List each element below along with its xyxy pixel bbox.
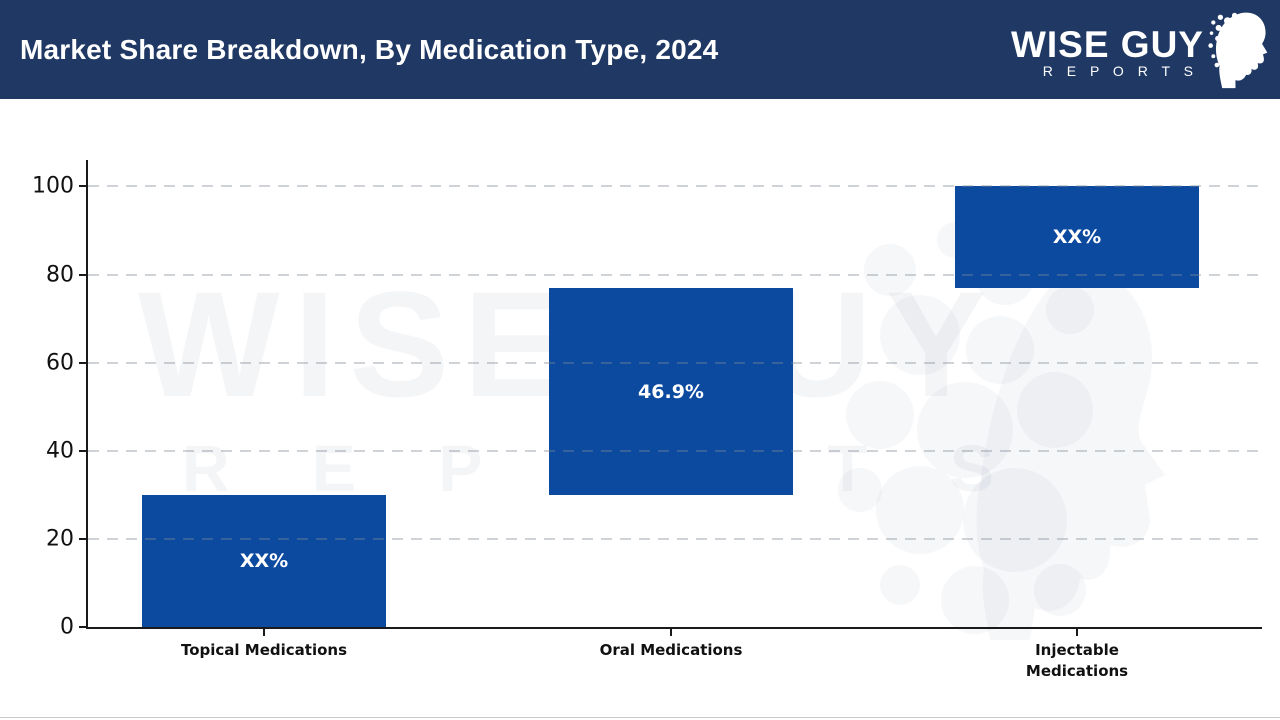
y-tick (79, 537, 86, 540)
x-category-label: Oral Medications (599, 641, 743, 659)
gridline (88, 273, 1258, 276)
gridline (88, 537, 1258, 540)
wiseguy-face-icon (1208, 12, 1268, 89)
y-tick-label: 80 (46, 262, 74, 288)
watermark-face-icon (838, 222, 1165, 640)
bar-value-label: XX% (1052, 226, 1102, 249)
x-tick (1076, 629, 1078, 636)
y-tick (79, 626, 86, 628)
x-category-label: Injectable Medications (1025, 641, 1129, 680)
page-title: Market Share Breakdown, By Medication Ty… (20, 34, 719, 65)
gridline (88, 185, 1258, 188)
y-tick (79, 449, 86, 452)
x-tick (263, 629, 265, 636)
y-axis-line (86, 160, 88, 629)
logo-subtitle: R E P O R T S (1042, 63, 1198, 79)
bar-value-label: 46.9% (638, 380, 704, 403)
wiseguy-logo: WISE GUY R E P O R T S (1011, 0, 1272, 99)
x-tick (670, 629, 672, 636)
y-tick-label: 40 (46, 438, 74, 464)
y-tick-label: 100 (32, 173, 74, 199)
bar (142, 494, 386, 627)
logo-wordmark: WISE GUY (1010, 24, 1204, 65)
bar (549, 288, 793, 495)
y-tick (79, 185, 86, 188)
y-tick (79, 273, 86, 276)
y-tick-label: 20 (46, 526, 74, 552)
bottom-divider (0, 717, 1280, 718)
x-category-label: Topical Medications (180, 641, 348, 659)
bar-value-label: XX% (239, 549, 289, 572)
bar (955, 186, 1199, 289)
x-axis-line (86, 627, 1262, 629)
gridline (88, 361, 1258, 364)
y-tick-label: 0 (60, 614, 74, 640)
y-tick (79, 361, 86, 364)
header-bar: Market Share Breakdown, By Medication Ty… (0, 0, 1280, 99)
y-tick-label: 60 (46, 350, 74, 376)
gridline (88, 449, 1258, 452)
